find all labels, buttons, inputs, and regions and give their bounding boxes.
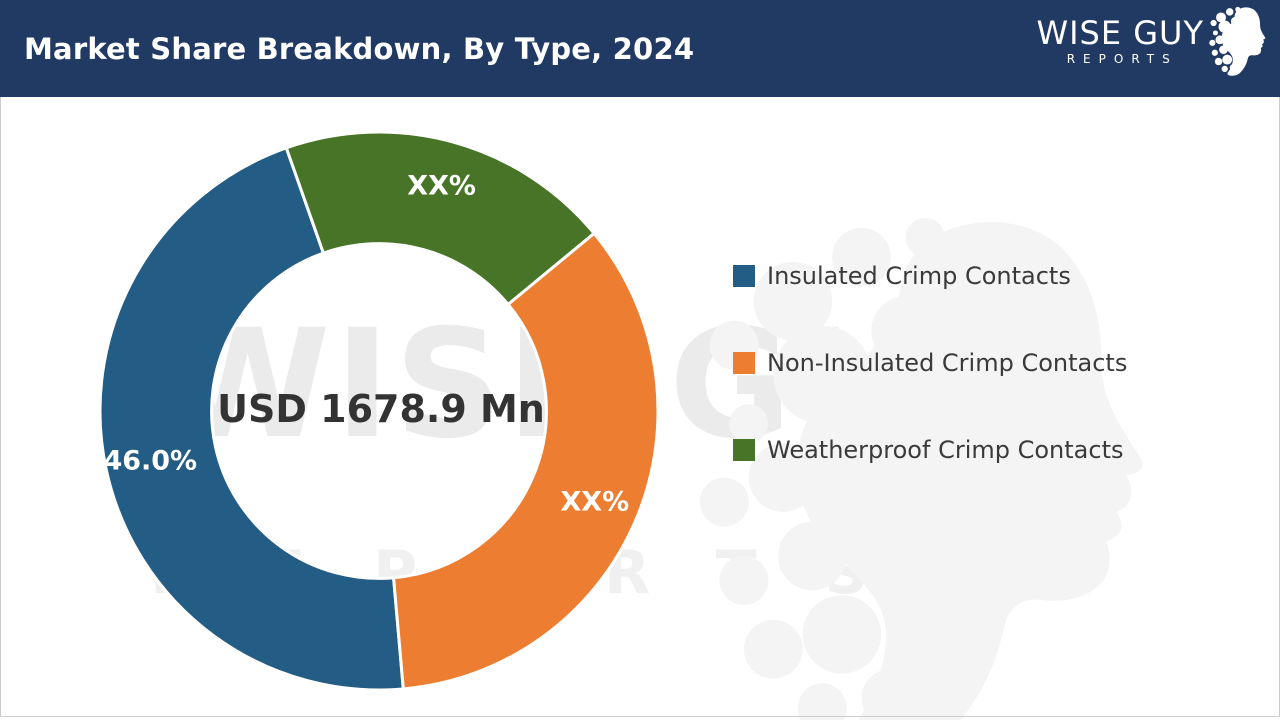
- donut-segment-2: [284, 130, 596, 306]
- logo-face-icon: [1209, 6, 1266, 76]
- legend-item-weatherproof: Weatherproof Crimp Contacts: [733, 438, 1127, 462]
- legend-label: Weatherproof Crimp Contacts: [767, 436, 1124, 464]
- brand-logo: WISE GUY REPORTS: [1036, 6, 1270, 76]
- page-title: Market Share Breakdown, By Type, 2024: [24, 31, 695, 66]
- donut-chart: 46.0% XX% XX%: [98, 130, 660, 692]
- logo-subtext: REPORTS: [1066, 52, 1178, 66]
- legend-item-insulated: Insulated Crimp Contacts: [733, 264, 1127, 288]
- legend-label: Insulated Crimp Contacts: [767, 262, 1071, 290]
- legend: Insulated Crimp Contacts Non-Insulated C…: [733, 264, 1127, 462]
- legend-swatch-green: [733, 439, 755, 461]
- logo-wordmark: WISE GUY: [1036, 14, 1204, 52]
- donut-segment-0: [98, 146, 405, 692]
- brand-logo-text: WISE GUY REPORTS: [1036, 16, 1204, 66]
- slice-label-1: XX%: [560, 486, 629, 517]
- header-bar: Market Share Breakdown, By Type, 2024 WI…: [0, 0, 1280, 97]
- donut-segment-1: [392, 231, 660, 691]
- legend-label: Non-Insulated Crimp Contacts: [767, 349, 1128, 377]
- slice-label-0: 46.0%: [103, 445, 197, 476]
- legend-swatch-blue: [733, 265, 755, 287]
- slice-label-2: XX%: [407, 171, 476, 202]
- legend-item-non-insulated: Non-Insulated Crimp Contacts: [733, 351, 1127, 375]
- donut-center-value: USD 1678.9 Mn: [217, 387, 545, 431]
- legend-swatch-orange: [733, 352, 755, 374]
